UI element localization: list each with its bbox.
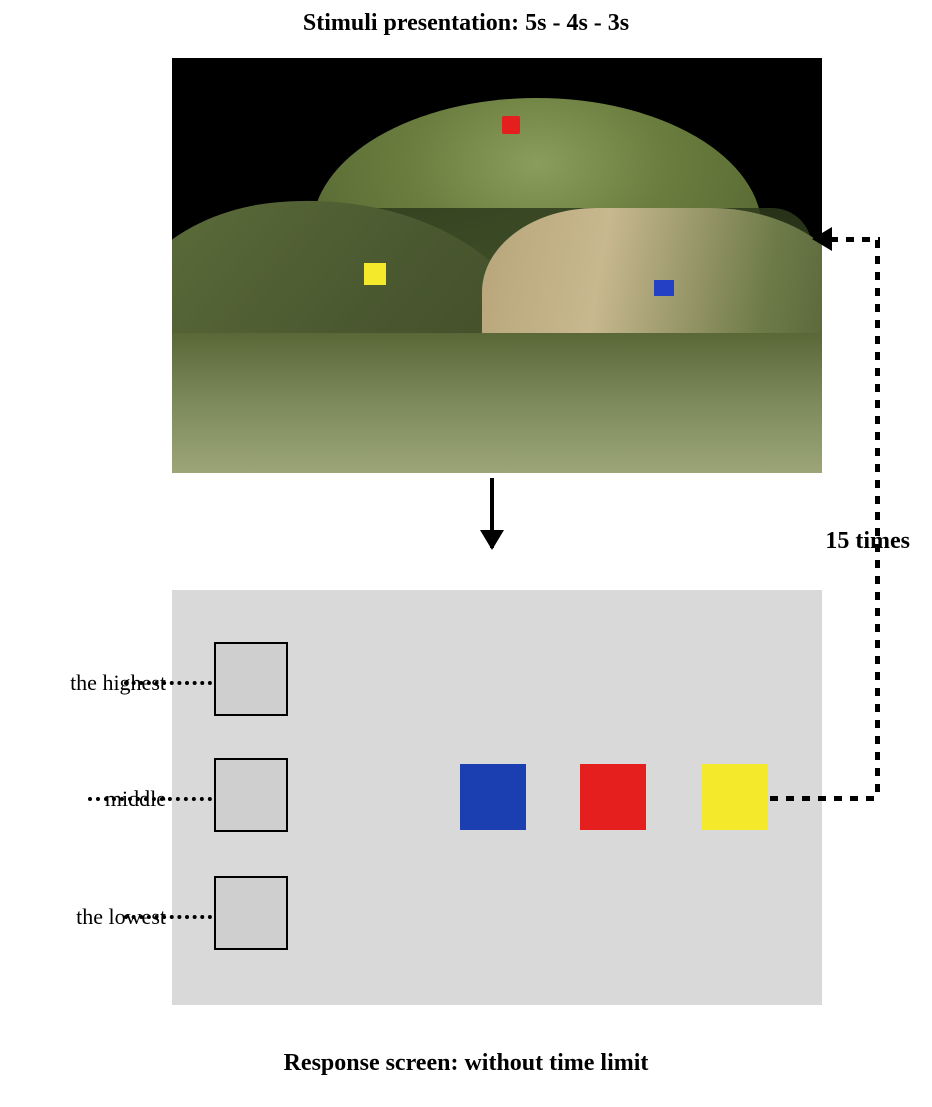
loop-count-label: 15 times	[825, 528, 910, 555]
dashed-loop-seg-b	[875, 240, 880, 800]
dotted-leader-highest	[124, 681, 212, 685]
slot-highest[interactable]	[214, 642, 288, 716]
yellow-marker	[364, 263, 386, 285]
arrow-down-icon	[490, 478, 494, 548]
dotted-leader-lowest	[124, 915, 212, 919]
token-blue[interactable]	[460, 764, 526, 830]
dashed-loop-arrowhead-icon	[812, 227, 832, 251]
slot-middle[interactable]	[214, 758, 288, 832]
slot-lowest[interactable]	[214, 876, 288, 950]
token-red[interactable]	[580, 764, 646, 830]
terrain-illustration	[172, 58, 822, 473]
dashed-loop-seg-a	[770, 796, 880, 801]
dashed-loop-seg-c	[830, 237, 880, 242]
foreground-grass	[172, 333, 822, 473]
blue-marker	[654, 280, 674, 296]
dotted-leader-middle	[88, 797, 212, 801]
stimulus-image	[172, 58, 822, 473]
token-yellow[interactable]	[702, 764, 768, 830]
response-title: Response screen: without time limit	[0, 1050, 932, 1077]
response-panel	[172, 590, 822, 1005]
red-marker	[502, 116, 520, 134]
figure-container: Stimuli presentation: 5s - 4s - 3s 15 ti…	[0, 0, 932, 1107]
stimuli-title: Stimuli presentation: 5s - 4s - 3s	[0, 10, 932, 37]
